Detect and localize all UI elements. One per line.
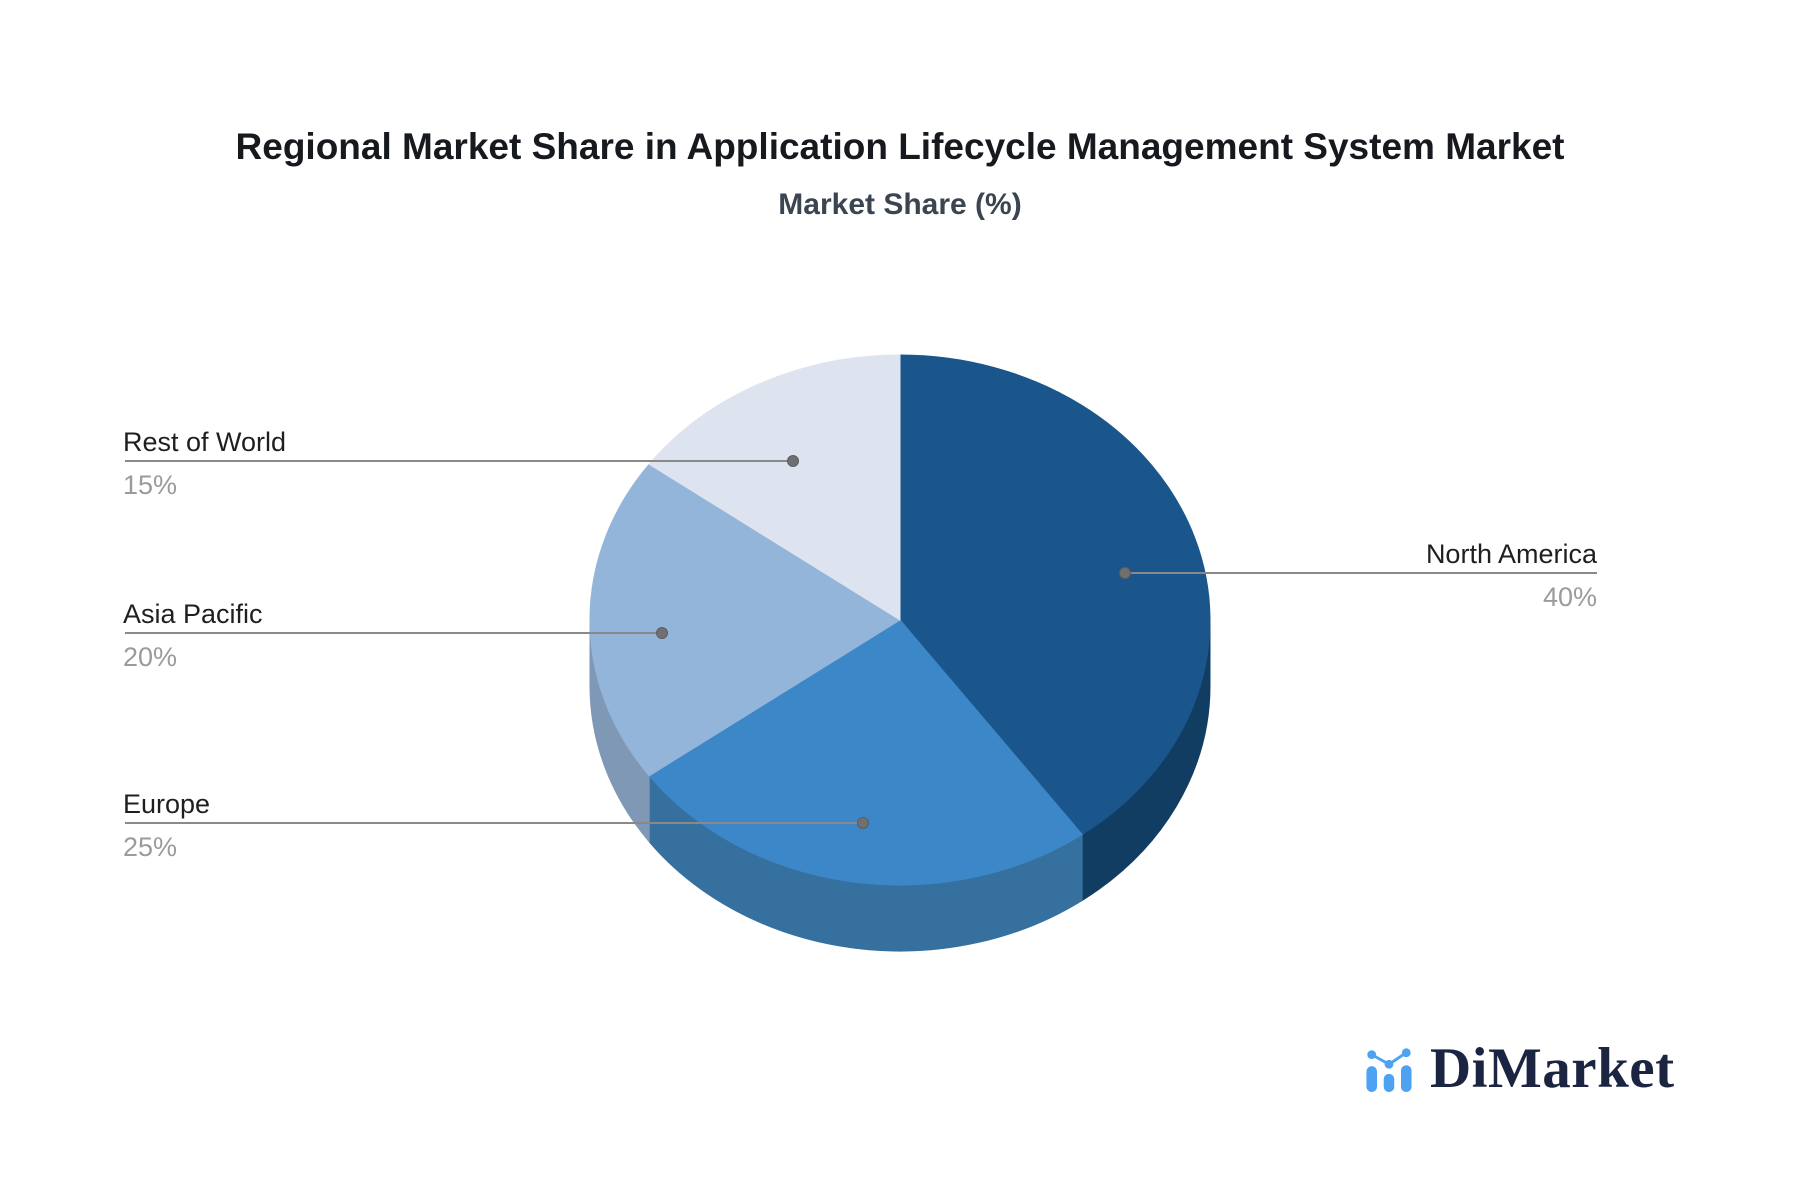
slice-label: Europe <box>123 789 211 819</box>
bar-line-chart-icon <box>1366 1048 1412 1093</box>
leader-lines <box>125 455 1597 829</box>
leader-dot-north-america <box>1119 567 1131 579</box>
pie-slices <box>589 354 1211 952</box>
slice-label: North America <box>1425 539 1597 569</box>
label-europe: Europe 25% <box>123 789 210 863</box>
slice-label: Rest of World <box>123 427 287 457</box>
dimarket-logo-text: DiMarket <box>1430 1037 1675 1100</box>
chart-title: Regional Market Share in Application Lif… <box>235 126 1565 167</box>
dimarket-logo: DiMarket <box>1363 1040 1675 1097</box>
slice-percentage: 40% <box>1542 582 1597 612</box>
chart-subtitle: Market Share (%) <box>778 188 1022 221</box>
leader-dot-europe <box>857 817 869 829</box>
label-rest-of-world: Rest of World 15% <box>123 427 286 501</box>
slice-percentage: 20% <box>123 642 178 672</box>
label-north-america: North America 40% <box>1426 539 1597 613</box>
slice-percentage: 25% <box>123 832 178 862</box>
slice-percentage: 15% <box>123 470 178 500</box>
label-asia-pacific: Asia Pacific 20% <box>123 599 263 673</box>
slice-label: Asia Pacific <box>123 599 263 629</box>
leader-dot-asia-pacific <box>656 627 668 639</box>
leader-dot-rest-of-world <box>787 455 799 467</box>
